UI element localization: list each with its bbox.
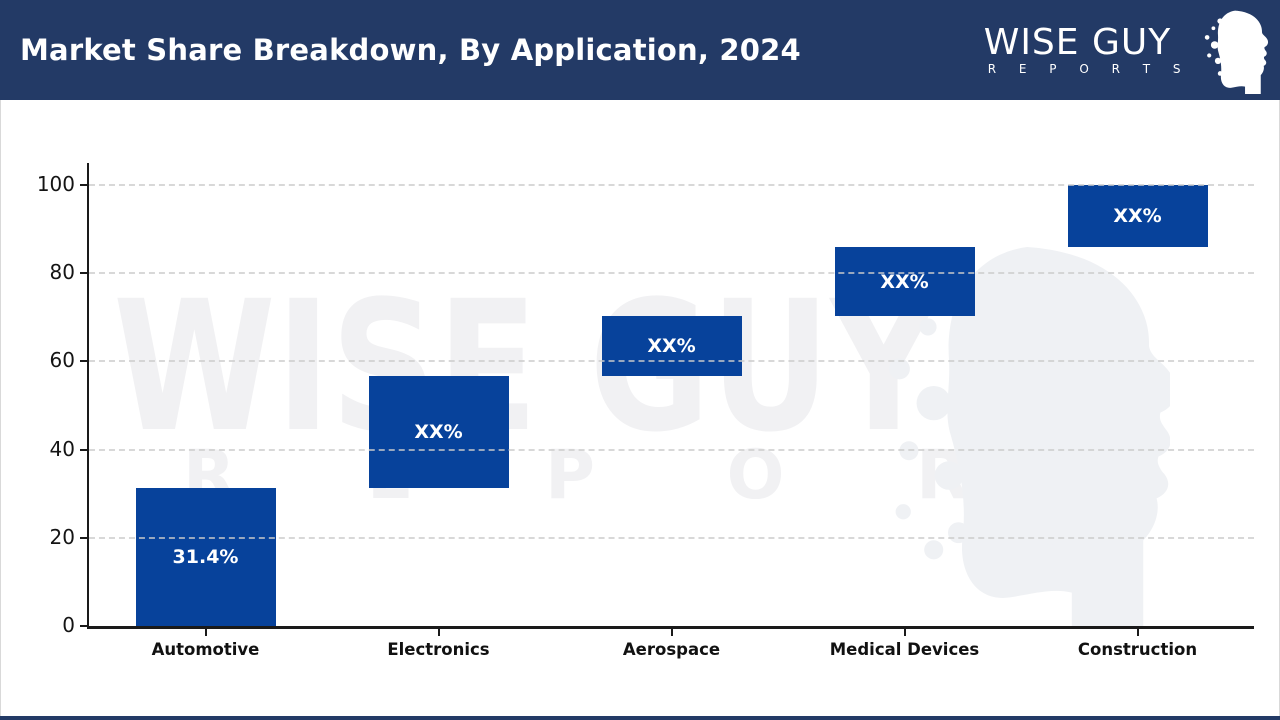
bar-value-label: XX%: [414, 420, 463, 443]
bar-construction: XX%: [1067, 185, 1208, 248]
logo-brand-name: WISE GUY: [983, 21, 1172, 63]
logo-brand-subtitle: R E P O R T S: [987, 62, 1190, 77]
y-tick-0: [80, 625, 89, 627]
x-tick-1: [437, 628, 440, 636]
header-bar: Market Share Breakdown, By Application, …: [0, 0, 1280, 100]
waterfall-chart: 0 20 40 60 80 100 31.4% Automotive XX% Electronic…: [1, 100, 1279, 716]
page-title: Market Share Breakdown, By Application, …: [20, 33, 801, 67]
chart-canvas: WISE GUY R E P O R T S 0 20 40 60 80 100 31.4%…: [0, 100, 1280, 716]
x-tick-4: [1136, 628, 1139, 636]
y-tick-100: [80, 184, 89, 187]
bar-value-label: XX%: [880, 270, 929, 293]
watermark-text-primary: WISE GUY: [113, 263, 938, 472]
x-tick-0: [204, 628, 207, 636]
y-tick-label-80: 80: [49, 260, 75, 285]
y-tick-label-60: 60: [49, 348, 75, 373]
x-category-label: Electronics: [387, 640, 490, 659]
bar-value-label: 31.4%: [172, 545, 239, 568]
watermark-face-icon: [888, 246, 1170, 626]
bar-value-label: XX%: [647, 334, 696, 357]
gridline-60: [89, 360, 1254, 363]
x-tick-3: [903, 628, 906, 636]
x-category-label: Aerospace: [622, 640, 721, 659]
y-tick-80: [80, 272, 89, 275]
y-tick-20: [80, 536, 89, 539]
x-tick-2: [670, 628, 673, 636]
x-axis-spine: [87, 626, 1254, 629]
bar-automotive: 31.4%: [135, 487, 276, 626]
x-category-label: Construction: [1077, 640, 1198, 659]
wiseguy-face-icon: [1204, 10, 1269, 94]
wiseguy-logo-text: WISE GUY R E P O R T S: [983, 21, 1190, 77]
y-tick-label-0: 0: [62, 613, 75, 637]
x-category-label: Automotive: [151, 640, 260, 659]
wiseguy-logo: WISE GUY R E P O R T S: [984, 6, 1270, 94]
gridline-40: [89, 448, 1254, 451]
bar-aerospace: XX%: [601, 316, 742, 376]
y-tick-60: [80, 360, 89, 363]
x-category-label: Medical Devices: [829, 640, 980, 659]
gridline-100: [89, 184, 1254, 187]
y-tick-label-100: 100: [36, 172, 75, 197]
bar-medical-devices: XX%: [834, 247, 975, 316]
y-tick-label-20: 20: [49, 524, 75, 549]
y-tick-label-40: 40: [49, 436, 75, 461]
bar-electronics: XX%: [368, 375, 509, 488]
y-axis-spine: [87, 163, 89, 629]
footer-accent-bar: [0, 716, 1280, 720]
bar-value-label: XX%: [1113, 205, 1162, 228]
y-tick-40: [80, 448, 89, 451]
gridline-20: [89, 536, 1254, 539]
gridline-80: [89, 272, 1254, 275]
